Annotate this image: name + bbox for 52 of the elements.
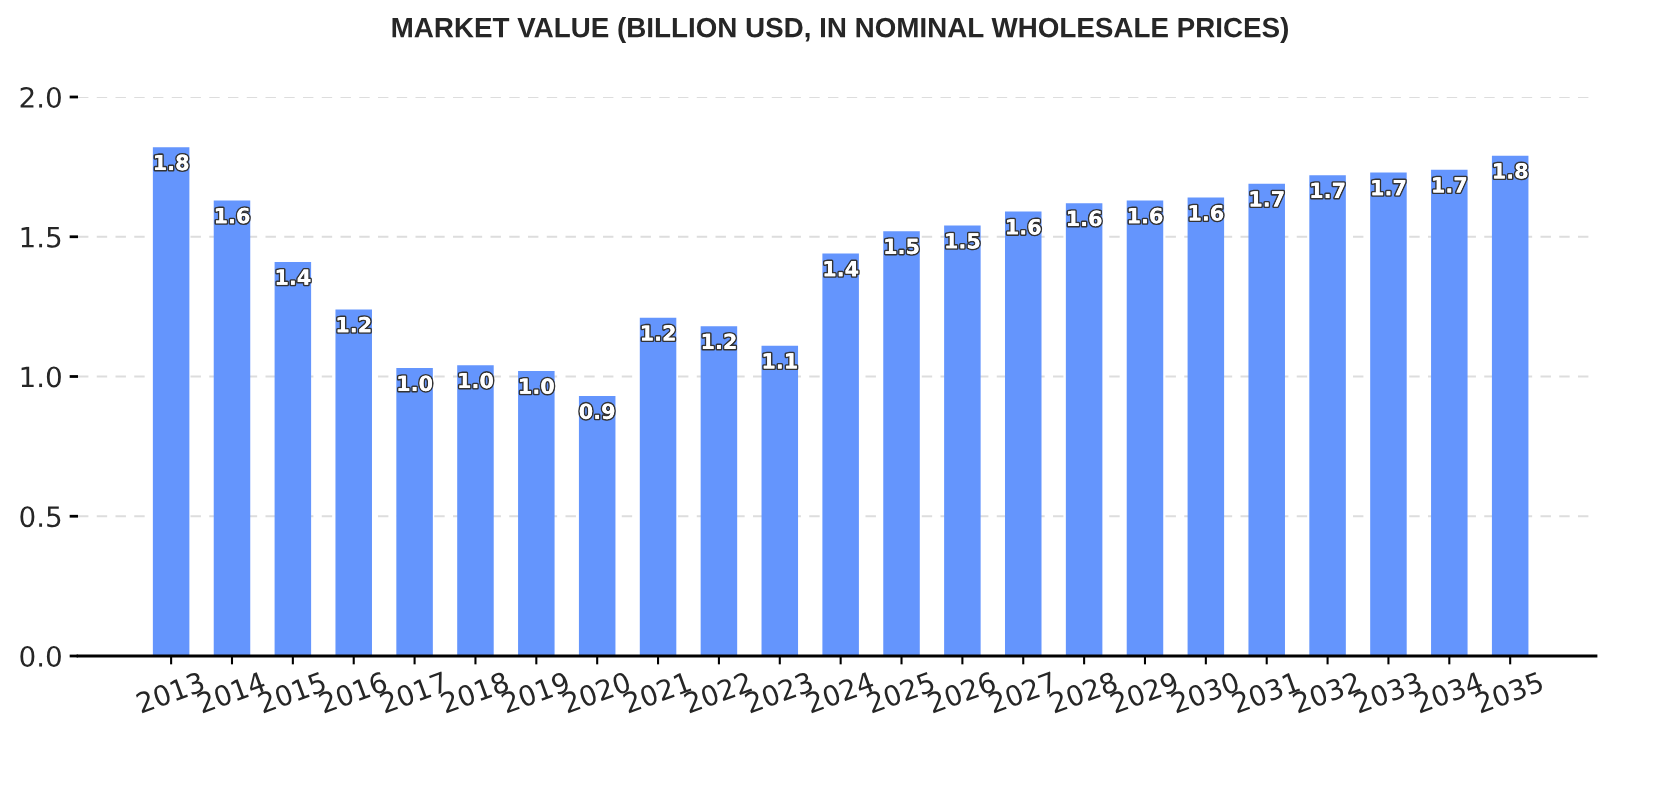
data-label: 1.5 — [885, 238, 919, 255]
bar — [518, 370, 555, 656]
y-tick-label: 1.0 — [21, 366, 61, 388]
data-label: 1.5 — [946, 233, 980, 249]
data-label: 1.2 — [702, 333, 736, 349]
bar — [1126, 200, 1164, 656]
bar — [335, 309, 372, 656]
bar — [700, 326, 738, 656]
bar — [883, 231, 920, 656]
bar — [578, 396, 616, 656]
data-label: 1.6 — [215, 207, 250, 224]
data-label: 1.6 — [1068, 210, 1102, 227]
bar — [761, 345, 799, 656]
data-label: 1.4 — [824, 261, 859, 277]
data-label: 1.7 — [1250, 191, 1284, 207]
bar — [822, 253, 859, 656]
data-label: 1.7 — [1433, 177, 1467, 193]
y-tick-label: 1.5 — [21, 227, 61, 248]
y-tick-label: 0.5 — [20, 506, 61, 528]
data-label: 1.0 — [459, 372, 493, 389]
data-label: 1.7 — [1372, 180, 1406, 196]
data-label: 1.7 — [1311, 182, 1345, 199]
bar — [152, 147, 190, 656]
data-label: 1.2 — [337, 316, 371, 333]
data-label: 1.8 — [1494, 163, 1528, 179]
data-label: 1.6 — [1189, 204, 1224, 221]
data-label: 1.6 — [1128, 207, 1163, 224]
bar — [1187, 197, 1225, 656]
chart-title: MARKET VALUE (BILLION USD, IN NOMINAL WHOLESALE PRICES) — [392, 17, 1288, 43]
data-label: 1.4 — [276, 269, 311, 285]
y-tick-label: 2.0 — [20, 86, 61, 108]
y-tick-label: 0.0 — [20, 645, 61, 667]
bar — [274, 261, 312, 656]
data-label: 1.6 — [1007, 218, 1041, 235]
bar — [1431, 169, 1468, 656]
data-label: 0.9 — [579, 403, 615, 420]
bar — [1309, 175, 1346, 656]
data-label: 1.1 — [763, 353, 797, 369]
bar — [639, 317, 677, 656]
data-label: 1.2 — [641, 325, 675, 341]
data-label: 1.0 — [520, 378, 554, 394]
bar — [944, 225, 981, 656]
bar — [396, 368, 433, 656]
data-label: 1.8 — [155, 154, 189, 171]
bar — [1248, 183, 1285, 656]
data-label: 1.0 — [398, 375, 433, 392]
bar — [1370, 172, 1407, 656]
bar — [457, 365, 494, 656]
bar — [1065, 203, 1103, 656]
bar — [1491, 155, 1529, 656]
bar — [213, 200, 251, 656]
bar — [1004, 211, 1042, 656]
